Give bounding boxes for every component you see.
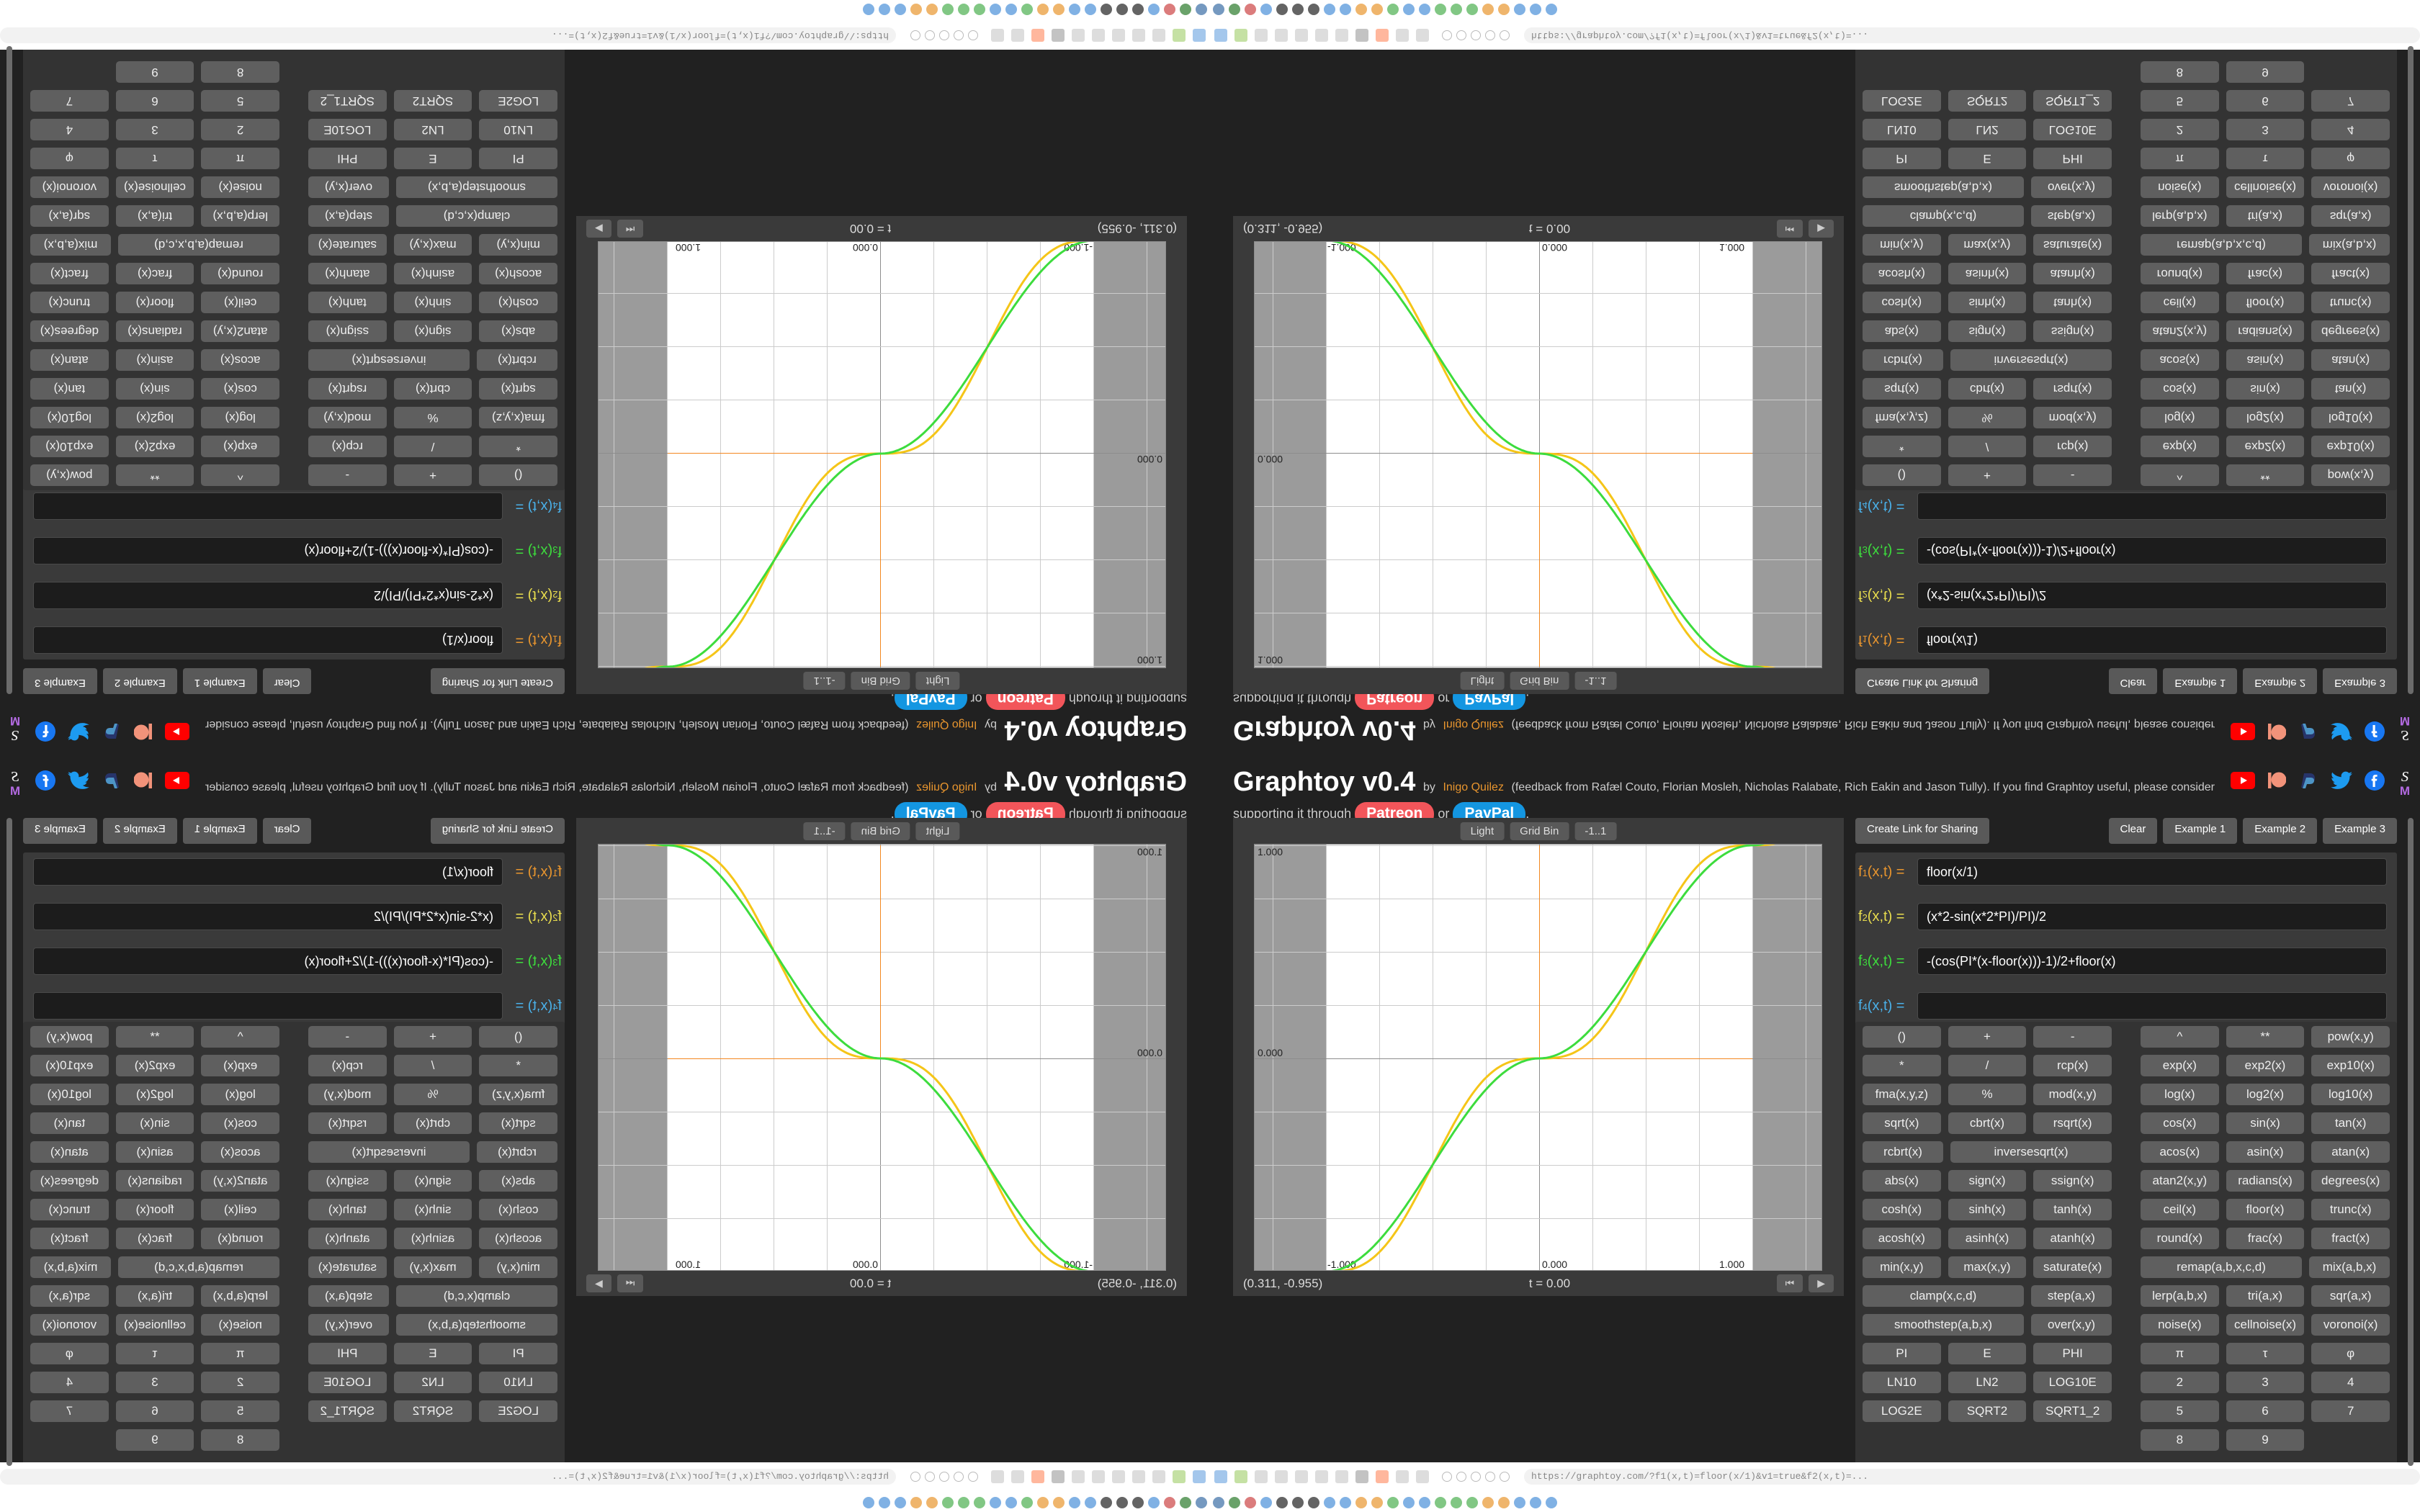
svg-text:S: S xyxy=(2401,727,2408,742)
svg-text:S: S xyxy=(2401,770,2408,785)
svg-text:S: S xyxy=(12,727,19,742)
svg-text:S: S xyxy=(12,770,19,785)
